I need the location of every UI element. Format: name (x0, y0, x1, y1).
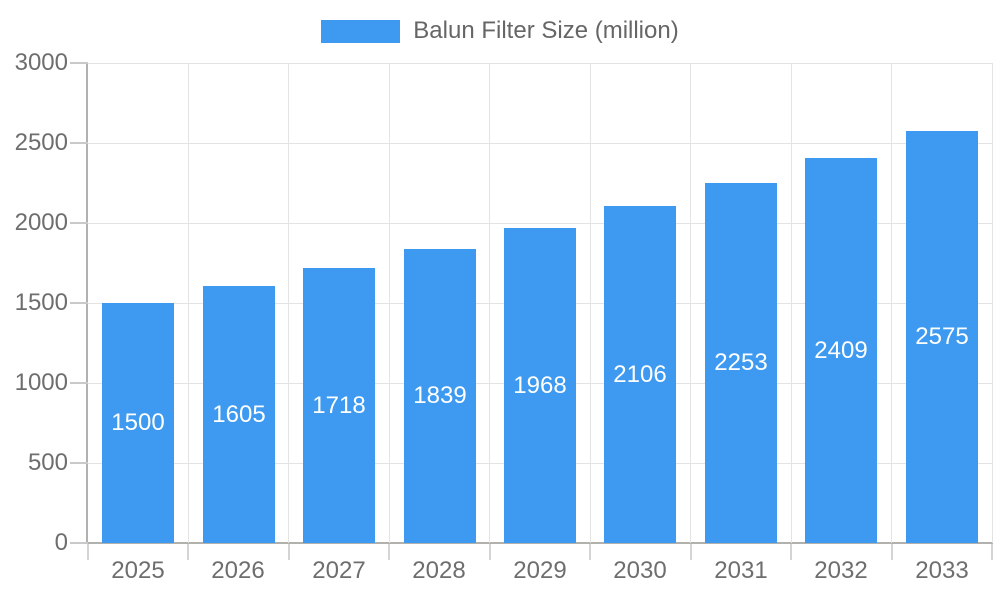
y-tick-label: 500 (27, 449, 68, 476)
bar-2030[interactable]: 2106 (604, 206, 676, 543)
y-tick-label: 2500 (14, 129, 68, 156)
legend-swatch (321, 19, 401, 43)
gridline-v (388, 63, 390, 543)
bar-value-label: 1605 (212, 400, 266, 428)
bar-value-label: 2409 (814, 336, 868, 364)
gridline-h (88, 62, 992, 64)
y-axis-tick (70, 142, 88, 144)
gridline-h (88, 222, 992, 224)
y-axis-tick (70, 222, 88, 224)
plot-area: 1500 1605 1718 1839 1968 2106 2253 2409 2575 (88, 62, 993, 543)
gridline-h (88, 142, 992, 144)
bar-2025[interactable]: 1500 (102, 303, 174, 543)
bar-value-label: 1500 (111, 409, 165, 436)
x-axis-tick (488, 544, 491, 560)
legend: Balun Filter Size (million) (0, 17, 1000, 45)
x-axis-tick (287, 544, 290, 560)
x-axis-line (88, 542, 993, 544)
x-tick-label: 2025 (111, 557, 165, 584)
bar-value-label: 1718 (312, 391, 366, 419)
x-axis-tick (87, 544, 89, 560)
gridline-v (690, 63, 692, 543)
y-tick-label: 1500 (14, 289, 68, 316)
x-tick-label: 2027 (312, 557, 366, 584)
gridline-v (891, 63, 893, 543)
x-axis-tick (790, 544, 793, 560)
bar-2027[interactable]: 1718 (303, 268, 375, 543)
x-axis-tick (187, 544, 190, 560)
bar-value-label: 2106 (613, 360, 667, 388)
bar-2029[interactable]: 1968 (504, 228, 576, 543)
gridline-v (489, 63, 491, 543)
x-axis-tick (589, 544, 592, 560)
gridline-v (589, 63, 591, 543)
bar-2033[interactable]: 2575 (906, 131, 978, 543)
bar-2031[interactable]: 2253 (705, 183, 777, 543)
bar-value-label: 1839 (413, 382, 467, 409)
x-tick-label: 2029 (513, 557, 567, 584)
y-tick-label: 3000 (14, 49, 68, 76)
gridline-v (187, 63, 189, 543)
y-tick-label: 2000 (14, 209, 68, 236)
x-tick-label: 2032 (814, 557, 868, 584)
bar-2032[interactable]: 2409 (805, 158, 877, 543)
y-tick-label: 0 (54, 529, 68, 556)
bar-2026[interactable]: 1605 (203, 286, 275, 543)
x-tick-label: 2033 (915, 557, 969, 584)
y-axis-tick (70, 382, 88, 384)
bar-value-label: 2575 (915, 323, 969, 350)
gridline-v (790, 63, 792, 543)
bar-value-label: 1968 (513, 371, 567, 399)
bar-2028[interactable]: 1839 (404, 249, 476, 543)
y-axis-tick (70, 62, 88, 64)
y-axis-tick (70, 542, 88, 544)
y-tick-label: 1000 (14, 369, 68, 396)
gridline-v (288, 63, 290, 543)
gridline-v (991, 63, 993, 543)
x-axis-tick (890, 544, 893, 560)
x-axis-tick (689, 544, 692, 560)
legend-label: Balun Filter Size (million) (413, 17, 679, 44)
legend-item[interactable]: Balun Filter Size (million) (321, 17, 679, 45)
y-axis-tick (70, 302, 88, 304)
x-axis-tick (991, 544, 993, 560)
y-axis-tick (70, 462, 88, 464)
x-tick-label: 2031 (714, 557, 768, 584)
x-tick-label: 2028 (412, 557, 466, 584)
bar-value-label: 2253 (714, 349, 768, 376)
x-tick-label: 2026 (211, 557, 265, 584)
x-tick-label: 2030 (613, 557, 667, 584)
x-axis-tick (388, 544, 391, 560)
